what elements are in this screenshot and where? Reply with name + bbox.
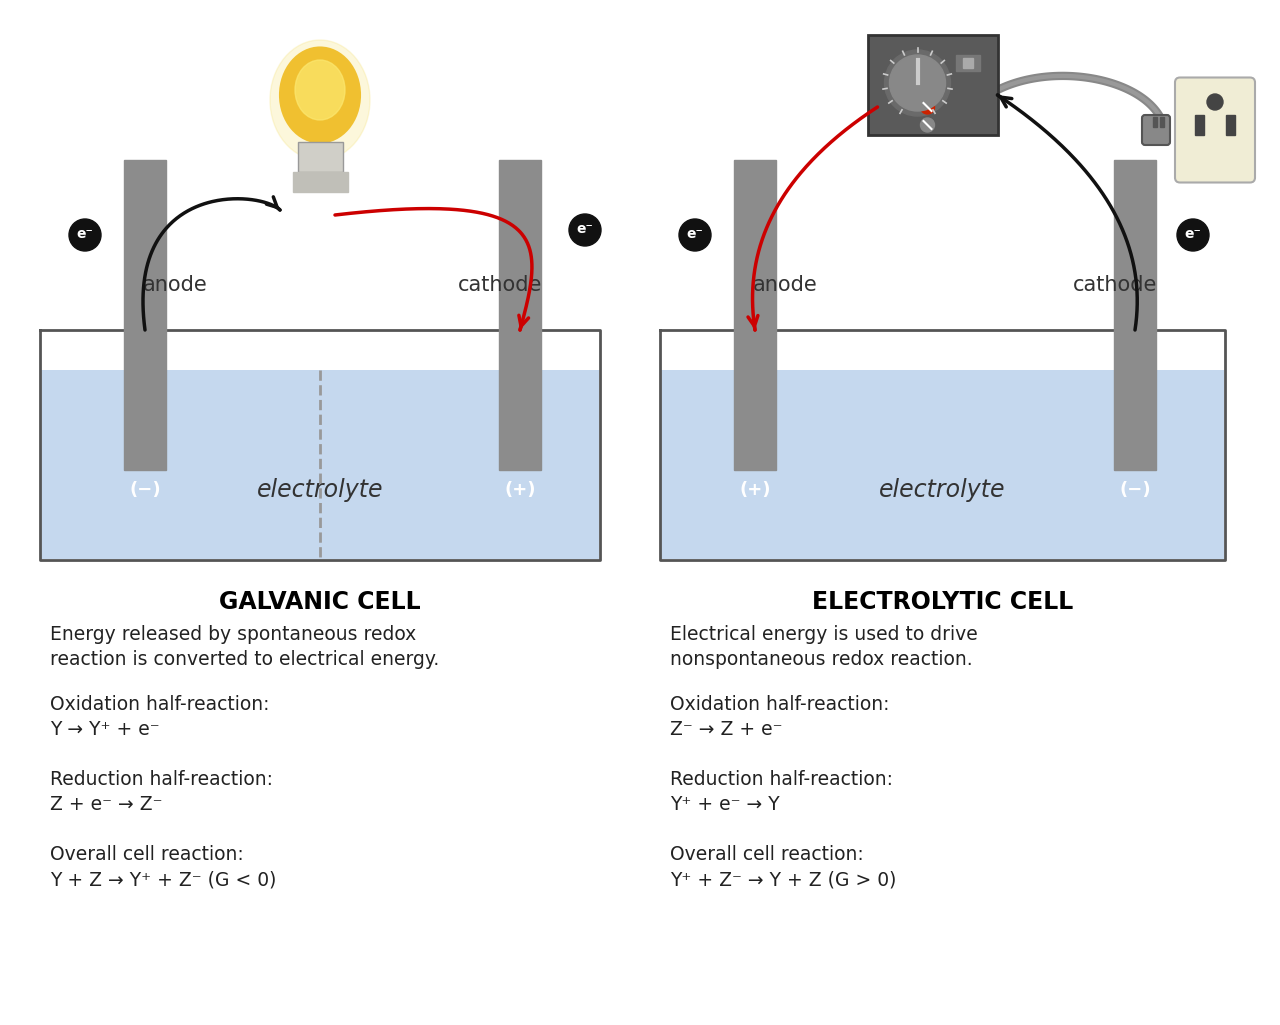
- Text: (−): (−): [129, 481, 161, 499]
- Text: e⁻: e⁻: [1184, 227, 1202, 241]
- Text: (−): (−): [1119, 481, 1151, 499]
- FancyBboxPatch shape: [297, 142, 343, 172]
- Text: Energy released by spontaneous redox: Energy released by spontaneous redox: [50, 625, 416, 644]
- Bar: [1153, 117, 1157, 127]
- Text: electrolyte: electrolyte: [879, 478, 1006, 502]
- Text: Oxidation half-reaction:: Oxidation half-reaction:: [669, 695, 890, 714]
- Bar: [1114, 160, 1156, 470]
- Text: Electrical energy is used to drive: Electrical energy is used to drive: [669, 625, 978, 644]
- Ellipse shape: [270, 40, 370, 160]
- Circle shape: [1207, 94, 1222, 110]
- Bar: [1160, 117, 1164, 127]
- Text: Y⁺ + Z⁻ → Y + Z (G > 0): Y⁺ + Z⁻ → Y + Z (G > 0): [669, 870, 896, 889]
- Circle shape: [570, 214, 602, 246]
- Text: cathode: cathode: [1073, 275, 1157, 295]
- Bar: [499, 160, 541, 470]
- Text: Z + e⁻ → Z⁻: Z + e⁻ → Z⁻: [50, 795, 163, 814]
- Text: cathode: cathode: [458, 275, 543, 295]
- Circle shape: [920, 118, 934, 132]
- Text: e⁻: e⁻: [576, 222, 594, 236]
- Text: nonspontaneous redox reaction.: nonspontaneous redox reaction.: [669, 650, 973, 669]
- Text: Y → Y⁺ + e⁻: Y → Y⁺ + e⁻: [50, 720, 160, 739]
- Bar: [1226, 115, 1235, 135]
- FancyBboxPatch shape: [1175, 78, 1254, 182]
- Bar: [963, 58, 973, 68]
- Text: GALVANIC CELL: GALVANIC CELL: [219, 590, 421, 614]
- Text: reaction is converted to electrical energy.: reaction is converted to electrical ener…: [50, 650, 439, 669]
- Polygon shape: [660, 370, 1224, 559]
- Circle shape: [884, 50, 951, 116]
- Text: Overall cell reaction:: Overall cell reaction:: [50, 845, 243, 864]
- Ellipse shape: [294, 60, 346, 120]
- Circle shape: [890, 55, 946, 111]
- FancyBboxPatch shape: [868, 35, 997, 135]
- Bar: [955, 55, 979, 71]
- FancyBboxPatch shape: [1142, 115, 1170, 145]
- Text: Oxidation half-reaction:: Oxidation half-reaction:: [50, 695, 270, 714]
- Text: Y + Z → Y⁺ + Z⁻ (G < 0): Y + Z → Y⁺ + Z⁻ (G < 0): [50, 870, 276, 889]
- Text: Z⁻ → Z + e⁻: Z⁻ → Z + e⁻: [669, 720, 782, 739]
- Text: e⁻: e⁻: [77, 227, 93, 241]
- Text: Overall cell reaction:: Overall cell reaction:: [669, 845, 864, 864]
- Circle shape: [678, 219, 710, 251]
- Bar: [1196, 115, 1204, 135]
- Bar: [733, 160, 776, 470]
- Circle shape: [69, 219, 101, 251]
- Text: electrolyte: electrolyte: [257, 478, 383, 502]
- Text: anode: anode: [142, 275, 207, 295]
- Bar: [124, 160, 166, 470]
- Text: e⁻: e⁻: [686, 227, 704, 241]
- Text: (+): (+): [504, 481, 536, 499]
- Text: anode: anode: [753, 275, 818, 295]
- Text: Reduction half-reaction:: Reduction half-reaction:: [669, 770, 893, 789]
- Circle shape: [920, 100, 934, 114]
- Text: Reduction half-reaction:: Reduction half-reaction:: [50, 770, 273, 789]
- Polygon shape: [41, 370, 599, 559]
- Ellipse shape: [280, 47, 360, 142]
- Text: ELECTROLYTIC CELL: ELECTROLYTIC CELL: [812, 590, 1073, 614]
- Circle shape: [1178, 219, 1210, 251]
- Text: (+): (+): [740, 481, 771, 499]
- Text: Y⁺ + e⁻ → Y: Y⁺ + e⁻ → Y: [669, 795, 780, 814]
- Bar: [293, 172, 347, 192]
